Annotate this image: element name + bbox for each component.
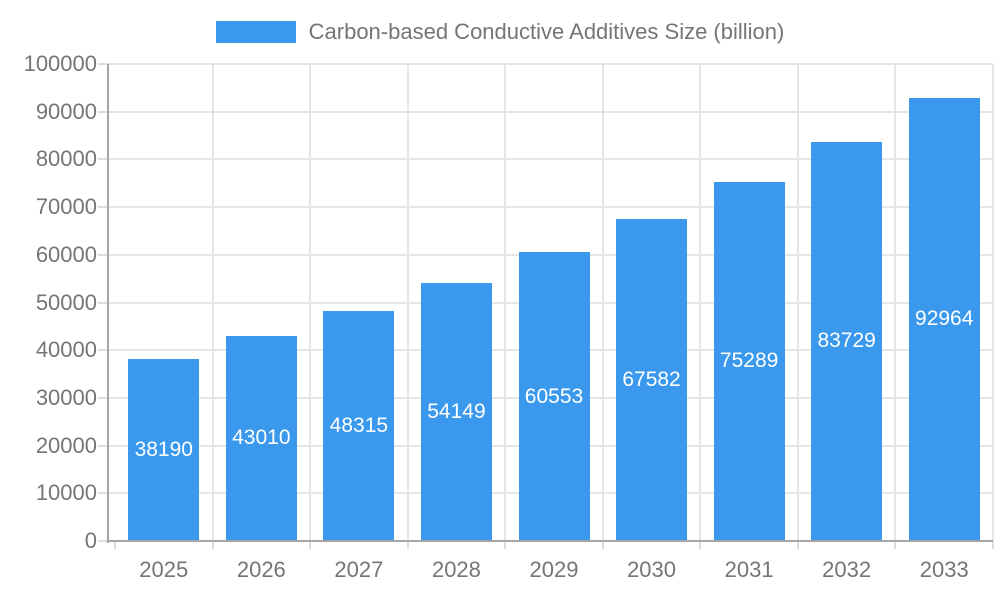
y-axis-tick-label: 70000 <box>35 194 97 220</box>
y-axis-tick-label: 100000 <box>23 51 97 76</box>
y-axis-tick <box>98 63 108 65</box>
x-axis-tick <box>699 542 702 549</box>
legend-label: Carbon-based Conductive Additives Size (… <box>308 19 785 44</box>
x-axis-tick <box>992 542 994 549</box>
bar-value-label: 67582 <box>622 367 681 391</box>
bar-value-label: 92964 <box>915 307 974 331</box>
bar[interactable]: 54149 <box>420 282 492 541</box>
x-axis-tick <box>406 542 409 549</box>
y-axis-tick-label: 90000 <box>35 98 97 124</box>
y-axis-tick-label: 10000 <box>35 480 97 506</box>
bar-value-label: 60553 <box>524 384 584 408</box>
y-axis-tick-label: 0 <box>84 528 97 553</box>
gridline-horizontal <box>108 63 993 65</box>
bar-value-label: 75289 <box>719 349 779 373</box>
bar-value-label: 54149 <box>427 399 486 423</box>
x-axis-tick-label: 2026 <box>236 557 286 582</box>
gridline-vertical <box>406 64 409 541</box>
x-axis-tick-label: 2029 <box>529 557 579 582</box>
x-axis-tick <box>211 542 214 549</box>
gridline-horizontal <box>108 158 993 161</box>
y-axis-tick-label: 60000 <box>35 241 97 267</box>
x-axis-tick <box>796 542 799 549</box>
x-axis-tick <box>504 542 507 549</box>
x-axis-tick-label: 2031 <box>724 557 774 582</box>
y-axis-line <box>107 64 109 543</box>
y-axis-tick-label: 40000 <box>35 337 97 363</box>
bar-value-label: 83729 <box>817 329 876 353</box>
y-axis-tick <box>98 492 108 495</box>
y-axis-tick-label: 80000 <box>35 146 97 172</box>
x-axis-tick-label: 2028 <box>431 557 481 582</box>
bar[interactable]: 48315 <box>323 310 395 541</box>
gridline-horizontal <box>108 206 993 209</box>
y-axis-tick <box>98 540 108 542</box>
y-axis-tick <box>98 158 108 161</box>
x-axis-tick <box>601 542 604 549</box>
bar-value-label: 43010 <box>232 426 291 450</box>
y-axis-tick-label: 20000 <box>35 432 97 458</box>
bar-value-label: 38190 <box>134 437 193 461</box>
legend-swatch-icon <box>215 21 296 43</box>
x-axis-tick-label: 2033 <box>919 557 969 582</box>
gridline-vertical <box>894 64 897 541</box>
gridline-vertical <box>309 64 312 541</box>
gridline-horizontal <box>108 110 993 113</box>
y-axis-tick <box>98 206 108 209</box>
legend[interactable]: Carbon-based Conductive Additives Size (… <box>0 18 1000 46</box>
y-axis-tick <box>98 301 108 304</box>
gridline-vertical <box>796 64 799 541</box>
gridline-vertical <box>211 64 214 541</box>
y-axis-tick <box>98 253 108 256</box>
bar[interactable]: 38190 <box>128 358 200 541</box>
bar[interactable]: 75289 <box>713 181 785 541</box>
x-axis-tick <box>309 542 312 549</box>
x-axis-line <box>107 540 993 542</box>
gridline-vertical <box>699 64 702 541</box>
y-axis-tick <box>98 110 108 113</box>
gridline-vertical <box>992 64 994 541</box>
x-axis-tick-label: 2025 <box>139 557 189 582</box>
x-axis-tick-label: 2027 <box>334 557 384 582</box>
bar[interactable]: 83729 <box>811 141 883 541</box>
bar-value-label: 48315 <box>329 413 389 437</box>
bar[interactable]: 67582 <box>616 218 688 541</box>
y-axis-tick <box>98 396 108 399</box>
gridline-vertical <box>601 64 604 541</box>
gridline-vertical <box>504 64 507 541</box>
y-axis-tick-label: 30000 <box>35 384 97 410</box>
bar[interactable]: 43010 <box>225 335 297 541</box>
y-axis-tick-label: 50000 <box>35 289 97 315</box>
bar[interactable]: 92964 <box>908 97 980 541</box>
x-axis-tick <box>114 542 116 549</box>
x-axis-tick-label: 2032 <box>822 557 872 582</box>
bar[interactable]: 60553 <box>518 252 590 541</box>
y-axis-tick <box>98 349 108 352</box>
x-axis-tick-label: 2030 <box>627 557 677 582</box>
x-axis-tick <box>894 542 897 549</box>
y-axis-tick <box>98 444 108 447</box>
